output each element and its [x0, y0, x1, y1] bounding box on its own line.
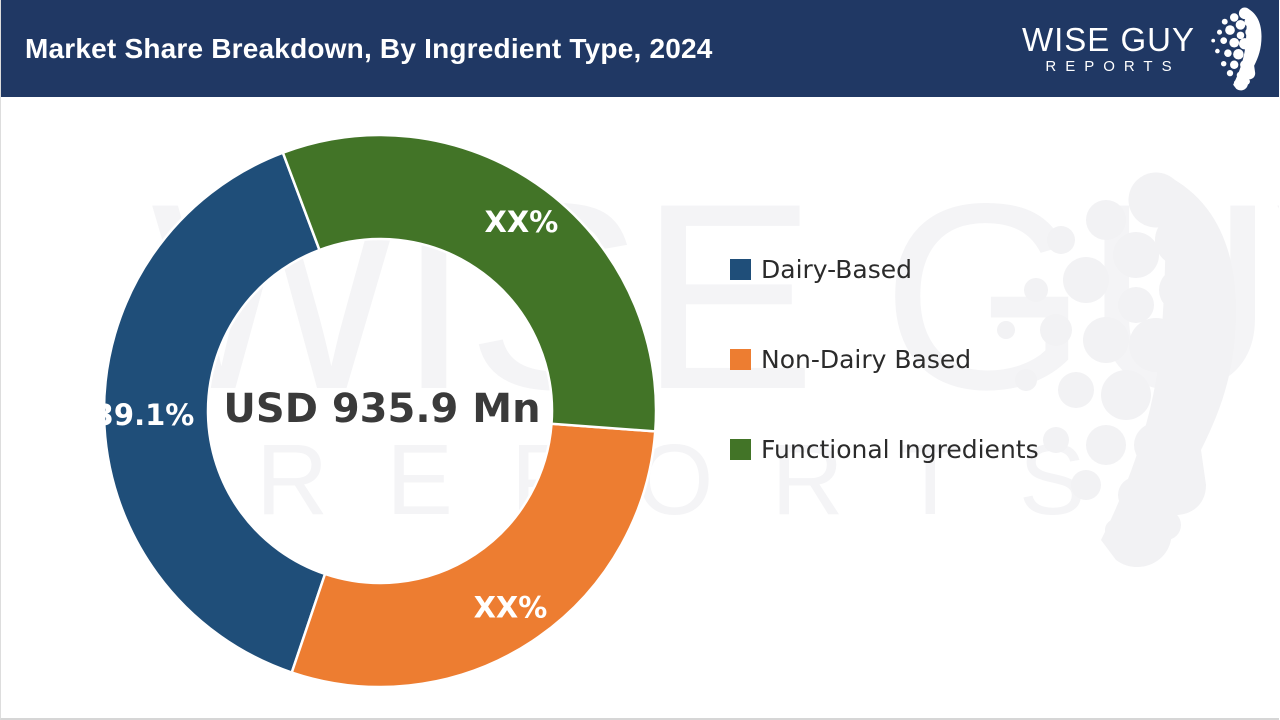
chart-center-value: USD 935.9 Mn [223, 386, 541, 432]
legend-label: Functional Ingredients [761, 434, 1039, 464]
chart-legend: Dairy-Based Non-Dairy Based Functional I… [730, 254, 1039, 464]
header-bar: Market Share Breakdown, By Ingredient Ty… [1, 0, 1279, 97]
legend-item-functional-ingredients[interactable]: Functional Ingredients [730, 434, 1039, 464]
logo-face-icon [1211, 7, 1262, 90]
legend-swatch-functional-ingredients [730, 438, 751, 460]
donut-segment-1[interactable] [290, 422, 657, 689]
legend-label: Non-Dairy Based [761, 344, 972, 374]
logo-subtitle: REPORTS [1045, 58, 1181, 75]
legend-label: Dairy-Based [761, 254, 913, 284]
watermark-face [997, 172, 1236, 568]
watermark-subtitle: REPORTS [256, 424, 1144, 536]
donut-segment-2[interactable] [281, 133, 658, 433]
donut-segment-0[interactable] [102, 151, 327, 674]
logo-text: WISE GUY REPORTS [1022, 23, 1195, 74]
page-title: Market Share Breakdown, By Ingredient Ty… [25, 32, 713, 64]
legend-item-dairy-based[interactable]: Dairy-Based [730, 254, 1039, 284]
legend-item-non-dairy-based[interactable]: Non-Dairy Based [730, 344, 1039, 374]
legend-swatch-non-dairy-based [730, 348, 751, 370]
segment-percent-label: XX% [485, 205, 559, 239]
wiseguy-logo: WISE GUY REPORTS [1022, 7, 1279, 91]
segment-percent-label: XX% [474, 591, 548, 625]
legend-swatch-dairy-based [730, 258, 751, 280]
logo-wordmark: WISE GUY [1021, 21, 1195, 58]
segment-percent-label: 39.1% [97, 398, 194, 432]
donut-chart: 39.1% XX% XX% [97, 133, 658, 689]
